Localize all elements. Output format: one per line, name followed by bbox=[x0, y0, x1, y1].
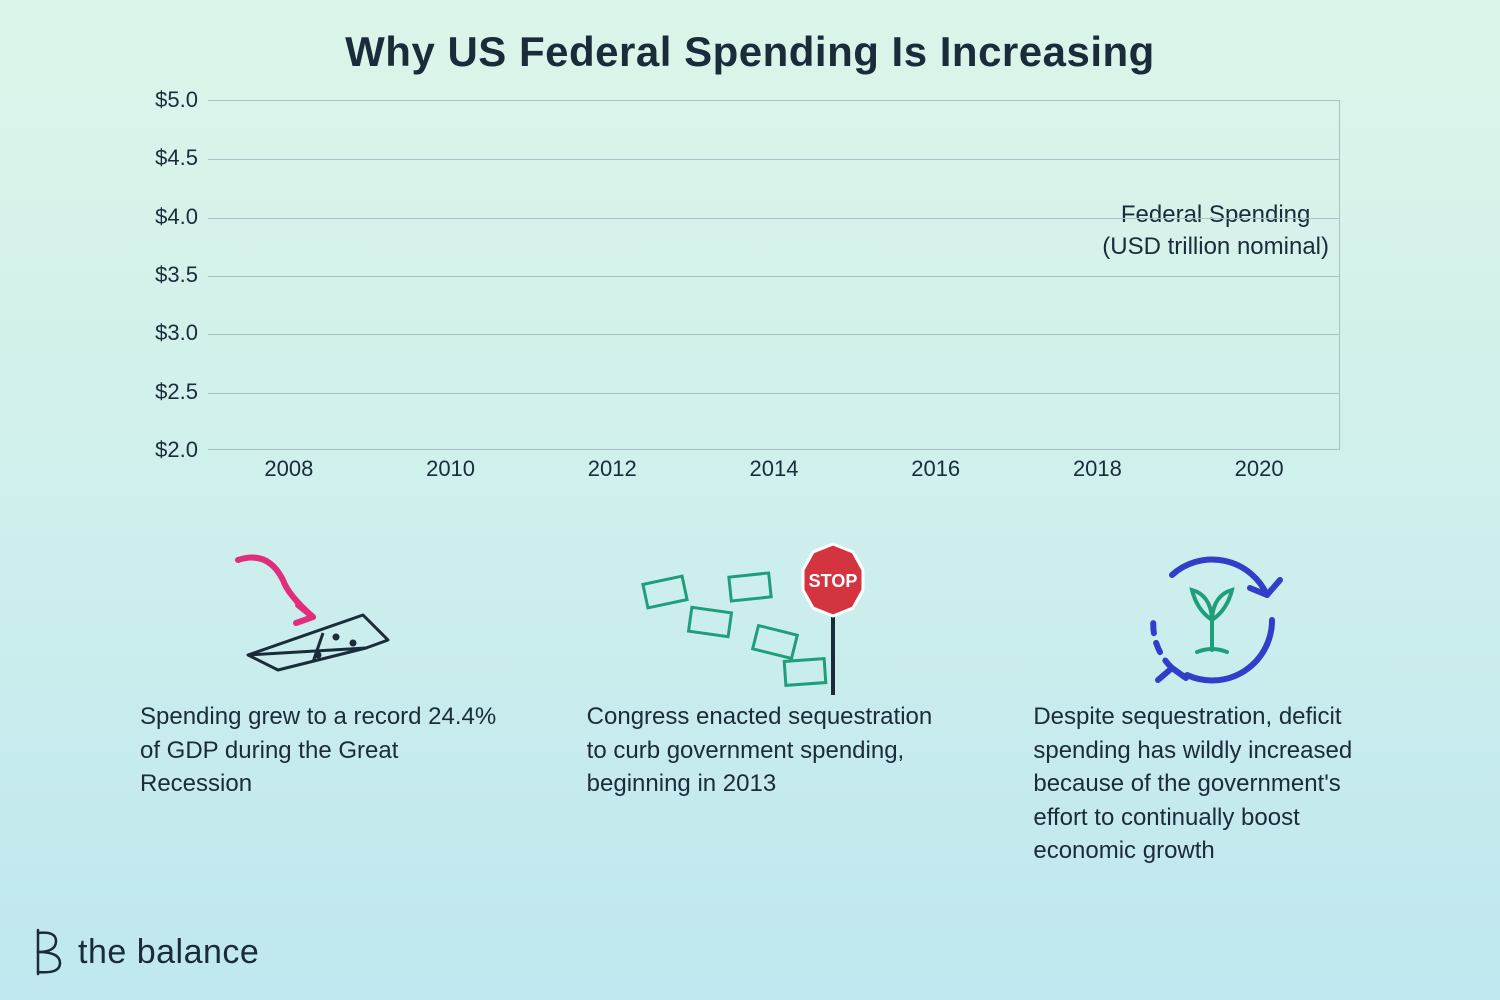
balance-logo-icon bbox=[30, 928, 68, 976]
y-axis-label: $3.5 bbox=[140, 262, 198, 288]
chart-gridline bbox=[208, 276, 1339, 277]
x-axis-label: 2016 bbox=[911, 456, 960, 482]
page-title: Why US Federal Spending Is Increasing bbox=[0, 0, 1500, 76]
y-axis-label: $3.0 bbox=[140, 320, 198, 346]
series-label-line1: Federal Spending bbox=[1121, 201, 1310, 228]
annotation-text: Congress enacted sequestration to curb g… bbox=[587, 700, 944, 801]
chart-plot-area: Federal Spending (USD trillion nominal) bbox=[208, 100, 1340, 450]
annotation-row: Spending grew to a record 24.4% of GDP d… bbox=[140, 540, 1390, 868]
annotation-growth: Despite sequestration, deficit spending … bbox=[1033, 540, 1390, 868]
y-axis-label: $2.5 bbox=[140, 379, 198, 405]
x-axis-label: 2012 bbox=[588, 456, 637, 482]
chart-gridline bbox=[208, 334, 1339, 335]
series-label: Federal Spending (USD trillion nominal) bbox=[1102, 199, 1329, 264]
annotation-text: Spending grew to a record 24.4% of GDP d… bbox=[140, 700, 497, 801]
x-axis-label: 2010 bbox=[426, 456, 475, 482]
spending-chart: Federal Spending (USD trillion nominal) … bbox=[140, 100, 1340, 480]
chart-gridline bbox=[208, 393, 1339, 394]
growth-cycle-icon bbox=[1033, 540, 1390, 700]
annotation-text: Despite sequestration, deficit spending … bbox=[1033, 700, 1390, 868]
svg-text:STOP: STOP bbox=[809, 571, 858, 591]
annotation-recession: Spending grew to a record 24.4% of GDP d… bbox=[140, 540, 497, 868]
y-axis-label: $4.0 bbox=[140, 204, 198, 230]
money-stop-icon: STOP bbox=[587, 540, 944, 700]
y-axis-label: $5.0 bbox=[140, 87, 198, 113]
x-axis-label: 2008 bbox=[264, 456, 313, 482]
x-axis-label: 2014 bbox=[750, 456, 799, 482]
brand-logo-text: the balance bbox=[78, 933, 259, 972]
x-axis-label: 2020 bbox=[1235, 456, 1284, 482]
brand-logo: the balance bbox=[30, 928, 259, 976]
y-axis-label: $2.0 bbox=[140, 437, 198, 463]
x-axis-label: 2018 bbox=[1073, 456, 1122, 482]
paper-plane-down-icon bbox=[140, 540, 497, 700]
series-label-line2: (USD trillion nominal) bbox=[1102, 233, 1329, 260]
chart-gridline bbox=[208, 218, 1339, 219]
chart-gridline bbox=[208, 159, 1339, 160]
y-axis-label: $4.5 bbox=[140, 145, 198, 171]
annotation-sequestration: STOP Congress enacted sequestration to c… bbox=[587, 540, 944, 868]
